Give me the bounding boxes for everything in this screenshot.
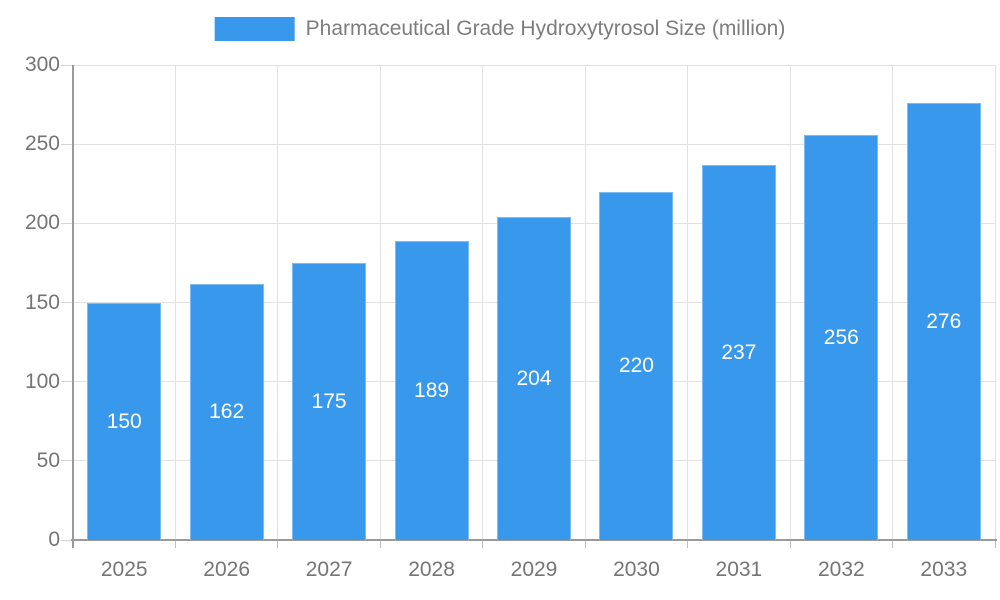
legend: Pharmaceutical Grade Hydroxytyrosol Size… <box>214 17 786 41</box>
v-gridline <box>482 65 484 540</box>
x-tick-mark <box>994 540 996 548</box>
x-tick-mark <box>789 540 791 548</box>
bar-value-label-2031: 237 <box>721 340 757 364</box>
y-axis-line <box>72 65 74 548</box>
x-tick-mark <box>892 540 894 548</box>
x-tick-mark <box>584 540 586 548</box>
bar-2032: 256 <box>804 134 879 540</box>
bar-value-label-2026: 162 <box>209 400 245 424</box>
y-axis-label: 250 <box>24 132 60 156</box>
bar-2029: 204 <box>497 217 571 540</box>
y-tick-mark <box>61 302 73 303</box>
v-gridline <box>584 65 586 540</box>
x-axis-label-2029: 2029 <box>510 558 558 581</box>
x-axis-label-2033: 2033 <box>920 558 968 581</box>
x-tick-mark <box>174 540 176 548</box>
v-gridline <box>789 65 791 540</box>
plot-area: 150 162 175 189 204 220 237 256 276 <box>61 64 997 548</box>
x-axis-label-2030: 2030 <box>613 558 660 581</box>
bar-2033: 276 <box>906 103 981 540</box>
bar-value-label-2025: 150 <box>106 409 142 433</box>
y-axis-label: 150 <box>24 290 60 314</box>
bar-value-label-2028: 189 <box>414 378 450 402</box>
x-tick-mark <box>687 540 689 548</box>
y-tick-mark <box>61 143 73 145</box>
y-axis-label: 100 <box>24 369 60 393</box>
x-axis-label-2027: 2027 <box>305 558 353 581</box>
v-gridline <box>379 65 381 540</box>
x-tick-mark <box>379 540 381 548</box>
x-axis-label-2031: 2031 <box>715 558 763 581</box>
y-tick-mark <box>61 381 73 383</box>
x-tick-mark <box>277 540 279 548</box>
v-gridline <box>892 65 894 540</box>
v-gridline <box>687 65 689 540</box>
y-tick-mark <box>61 64 73 66</box>
x-axis-line <box>71 539 997 541</box>
legend-swatch <box>214 17 295 41</box>
x-axis-label-2028: 2028 <box>408 558 455 581</box>
h-gridline <box>73 143 995 145</box>
v-gridline <box>277 65 279 540</box>
y-tick-mark <box>61 222 73 224</box>
x-tick-mark <box>482 540 484 548</box>
bar-value-label-2033: 276 <box>926 310 962 333</box>
v-gridline <box>994 65 996 540</box>
y-tick-mark <box>61 460 73 462</box>
y-axis-label: 300 <box>24 53 60 76</box>
x-axis-label-2032: 2032 <box>817 558 865 581</box>
y-axis-label: 0 <box>48 528 60 551</box>
h-gridline <box>73 64 995 66</box>
bar-2026: 162 <box>189 283 264 540</box>
x-axis-label-2025: 2025 <box>100 558 148 581</box>
legend-label: Pharmaceutical Grade Hydroxytyrosol Size… <box>305 17 786 40</box>
bar-2027: 175 <box>292 262 367 540</box>
bar-2030: 220 <box>599 191 674 540</box>
bar-value-label-2030: 220 <box>618 354 654 378</box>
v-gridline <box>174 65 176 540</box>
bar-value-label-2027: 175 <box>311 389 347 413</box>
y-tick-mark <box>61 539 73 541</box>
bar-2025: 150 <box>87 302 162 540</box>
bar-value-label-2032: 256 <box>823 325 859 349</box>
x-axis-label-2026: 2026 <box>203 558 251 581</box>
bar-2031: 237 <box>701 164 776 540</box>
bar-value-label-2029: 204 <box>516 367 552 390</box>
y-axis-label: 50 <box>36 448 60 472</box>
bar-2028: 189 <box>394 240 469 540</box>
y-axis-label: 200 <box>24 211 60 235</box>
